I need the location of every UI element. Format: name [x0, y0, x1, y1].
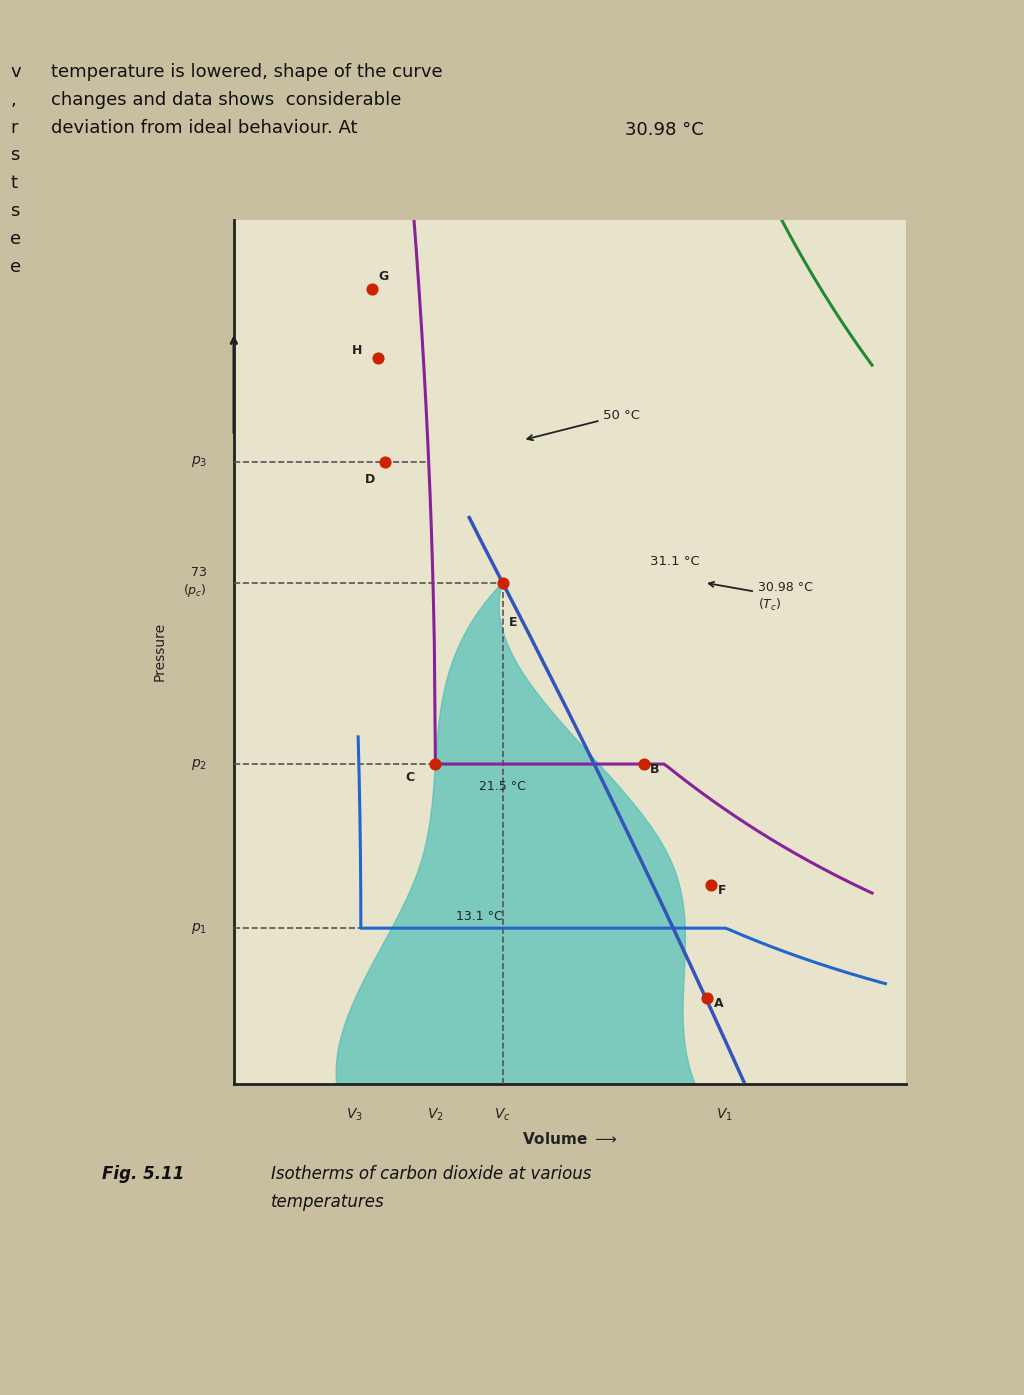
- Point: [698, 986, 715, 1009]
- Text: 21.5 °C: 21.5 °C: [479, 780, 526, 792]
- Text: E: E: [509, 615, 518, 629]
- Text: t: t: [10, 174, 17, 193]
- Text: $p_2$: $p_2$: [190, 756, 207, 771]
- Text: Fig. 5.11: Fig. 5.11: [102, 1165, 184, 1183]
- Text: G: G: [378, 271, 388, 283]
- Text: $V_3$: $V_3$: [346, 1106, 364, 1123]
- Text: Volume $\longrightarrow$: Volume $\longrightarrow$: [522, 1131, 617, 1147]
- Text: $p_3$: $p_3$: [190, 455, 207, 469]
- Text: r: r: [10, 119, 17, 137]
- Point: [370, 347, 386, 370]
- Text: Pressure: Pressure: [153, 622, 167, 681]
- Text: 73
$(p_c)$: 73 $(p_c)$: [183, 566, 207, 598]
- Text: 31.1 °C: 31.1 °C: [650, 555, 700, 568]
- Text: s: s: [10, 202, 19, 220]
- Point: [495, 572, 511, 594]
- Text: deviation from ideal behaviour. At: deviation from ideal behaviour. At: [51, 119, 357, 137]
- Text: $p_1$: $p_1$: [190, 921, 207, 936]
- Text: temperature is lowered, shape of the curve: temperature is lowered, shape of the cur…: [51, 63, 442, 81]
- Text: B: B: [650, 763, 659, 776]
- Text: A: A: [714, 997, 723, 1010]
- Text: 30.98 °C: 30.98 °C: [625, 121, 703, 140]
- Text: 50 °C: 50 °C: [527, 409, 640, 441]
- Point: [364, 278, 380, 300]
- Text: $V_2$: $V_2$: [427, 1106, 443, 1123]
- Text: Isotherms of carbon dioxide at various: Isotherms of carbon dioxide at various: [271, 1165, 592, 1183]
- Text: H: H: [351, 343, 361, 357]
- Text: $V_c$: $V_c$: [495, 1106, 511, 1123]
- Text: 30.98 °C
$(T_c)$: 30.98 °C $(T_c)$: [709, 582, 813, 612]
- Point: [377, 451, 393, 473]
- Text: $V_1$: $V_1$: [716, 1106, 733, 1123]
- Text: ,: ,: [10, 91, 16, 109]
- Text: 13.1 °C: 13.1 °C: [456, 910, 503, 922]
- Text: e: e: [10, 258, 22, 276]
- Text: F: F: [718, 884, 726, 897]
- Point: [636, 753, 652, 776]
- Text: changes and data shows  considerable: changes and data shows considerable: [51, 91, 401, 109]
- Text: C: C: [406, 771, 415, 784]
- Point: [702, 875, 719, 897]
- Text: temperatures: temperatures: [271, 1193, 385, 1211]
- Text: e: e: [10, 230, 22, 248]
- Text: v: v: [10, 63, 20, 81]
- Point: [427, 753, 443, 776]
- Polygon shape: [336, 583, 695, 1084]
- Text: D: D: [365, 473, 375, 487]
- Text: s: s: [10, 146, 19, 165]
